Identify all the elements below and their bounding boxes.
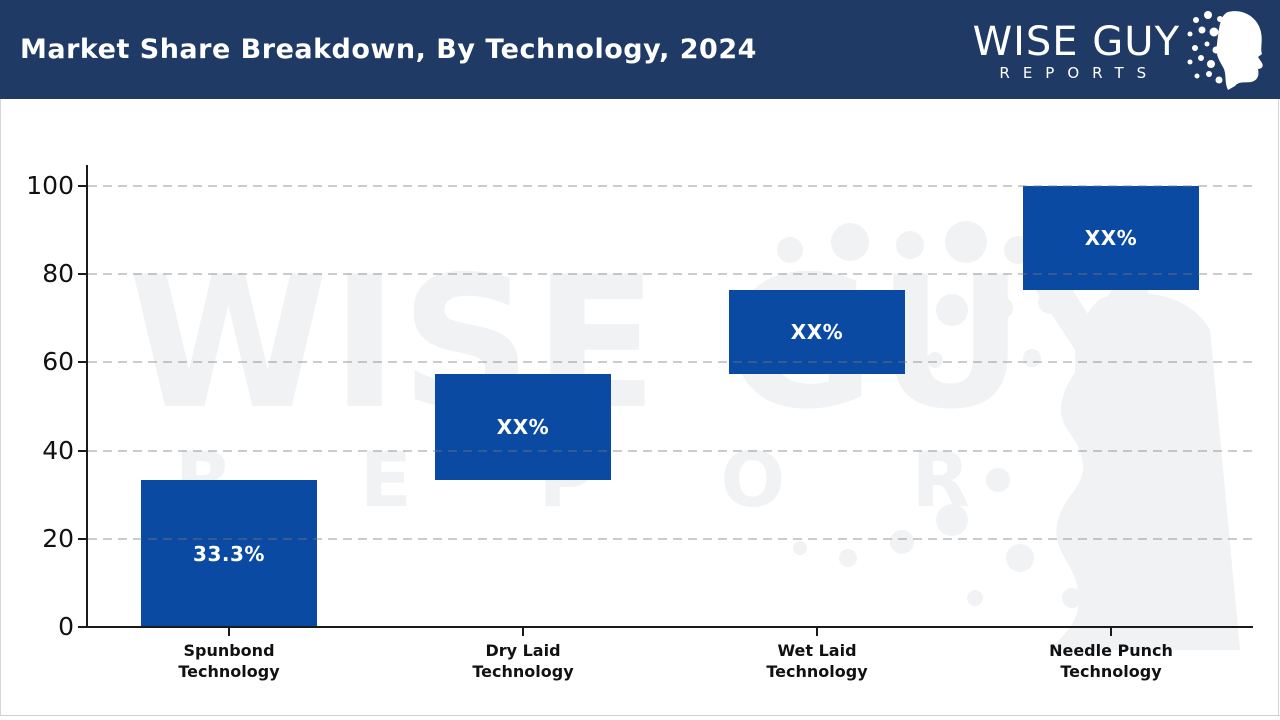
bar-value-label: XX%: [1084, 225, 1138, 250]
y-tick-label-100: 100: [26, 170, 74, 200]
logo-head-icon: [1187, 10, 1263, 90]
category-label-line: Technology: [766, 662, 868, 681]
logo-subtext: REPORTS: [999, 64, 1160, 82]
bar-value-label: 33.3%: [193, 541, 265, 566]
category-label-wet-laid: Wet Laid Technology: [697, 640, 937, 682]
watermark-wordmark: WISE GUY: [128, 237, 1161, 449]
category-label-line: Technology: [472, 662, 574, 681]
gridline-40: [88, 449, 1252, 452]
logo-wordmark-text: WISE GUY: [972, 19, 1180, 65]
x-axis-line: [85, 626, 1253, 628]
category-label-line: Technology: [1060, 662, 1162, 681]
figure-right-border: [1278, 99, 1279, 716]
bar-dry-laid-technology: XX%: [435, 373, 611, 481]
y-tick-label-40: 40: [42, 435, 74, 465]
x-tick-1: [228, 628, 230, 636]
x-tick-3: [816, 628, 818, 636]
header-bar: Market Share Breakdown, By Technology, 2…: [0, 0, 1280, 99]
y-tick-0: [78, 626, 87, 628]
category-label-needle-punch: Needle Punch Technology: [991, 640, 1231, 682]
figure-left-border: [0, 99, 1, 716]
category-label-dry-laid: Dry Laid Technology: [403, 640, 643, 682]
y-tick-label-0: 0: [58, 612, 74, 641]
y-tick-60: [78, 361, 87, 364]
gridline-20: [88, 537, 1252, 540]
bar-wet-laid-technology: XX%: [729, 289, 905, 374]
y-tick-label-20: 20: [42, 523, 74, 553]
logo-wordmark: WISE GUY REPORTS: [973, 22, 1180, 81]
bar-value-label: XX%: [790, 319, 844, 344]
y-axis-line: [86, 165, 88, 628]
x-tick-4: [1110, 628, 1112, 636]
y-tick-100: [78, 184, 87, 187]
category-label-line: Dry Laid: [485, 641, 561, 660]
category-label-line: Wet Laid: [777, 641, 857, 660]
chart-title: Market Share Breakdown, By Technology, 2…: [20, 34, 757, 65]
y-tick-40: [78, 449, 87, 452]
y-tick-80: [78, 273, 87, 276]
category-label-line: Technology: [178, 662, 280, 681]
gridline-60: [88, 361, 1252, 364]
category-label-spunbond: Spunbond Technology: [109, 640, 349, 682]
gridline-100: [88, 184, 1252, 187]
y-tick-label-60: 60: [42, 347, 74, 377]
x-tick-2: [522, 628, 524, 636]
bar-needle-punch-technology: XX%: [1023, 185, 1199, 290]
wise-guy-logo: WISE GUY REPORTS: [973, 6, 1266, 94]
gridline-80: [88, 273, 1252, 276]
figure-bottom-border: [0, 715, 1280, 716]
bar-value-label: XX%: [496, 414, 550, 439]
bar-spunbond-technology: 33.3%: [141, 480, 317, 627]
y-tick-label-80: 80: [42, 259, 74, 289]
y-tick-20: [78, 537, 87, 540]
watermark-head-dots-icon: [766, 218, 1240, 650]
category-label-line: Needle Punch: [1049, 641, 1173, 660]
category-label-line: Spunbond: [183, 641, 275, 660]
